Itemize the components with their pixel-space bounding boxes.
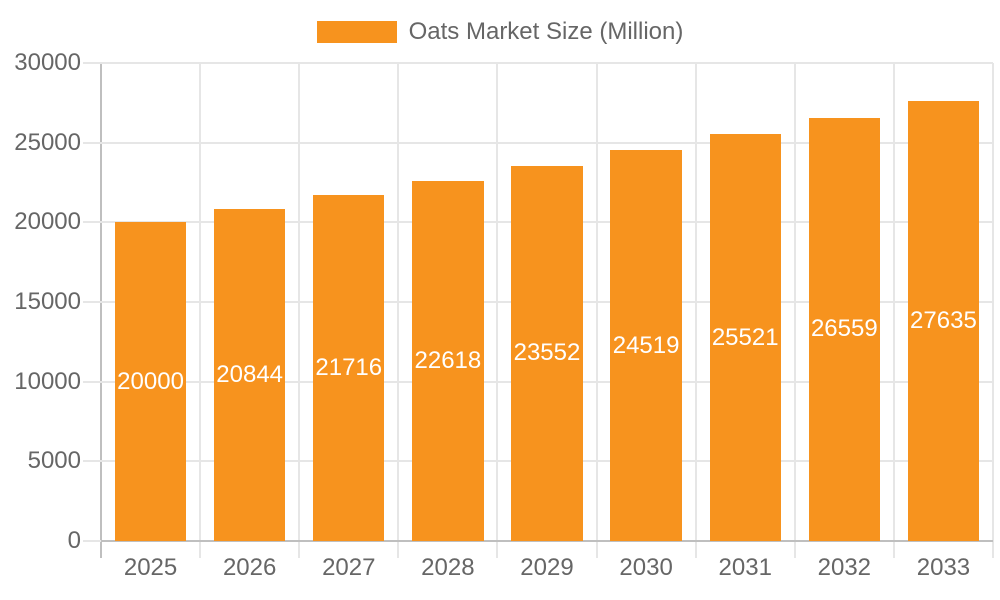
bar-value-label: 21716 <box>315 354 383 381</box>
x-tick-label: 2031 <box>718 554 772 581</box>
bar-2030[interactable]: 24519 <box>610 150 682 541</box>
gridline-horizontal <box>101 141 993 144</box>
y-tick-label: 20000 <box>14 208 81 236</box>
gridline-vertical <box>397 63 400 558</box>
x-tick-label: 2032 <box>817 554 872 581</box>
y-axis-labels: 0 5000 10000 15000 20000 25000 30000 <box>0 49 81 554</box>
y-tick-label: 10000 <box>14 367 81 395</box>
x-tick-label: 2033 <box>916 554 971 581</box>
x-tick-label: 2028 <box>421 554 475 581</box>
legend-swatch <box>316 21 397 43</box>
bar-value-label: 24519 <box>612 331 680 359</box>
gridline-vertical <box>298 63 301 558</box>
gridline-vertical <box>496 63 499 558</box>
x-tick-label: 2030 <box>619 554 673 581</box>
x-axis-labels: 2025 2026 2027 2028 2029 2030 2031 2032 2033 <box>101 554 993 584</box>
y-tick-mark <box>83 301 101 303</box>
gridline-vertical <box>199 63 202 558</box>
x-axis-baseline <box>101 540 993 542</box>
gridline-horizontal <box>101 62 993 64</box>
bar-value-label: 23552 <box>513 339 581 367</box>
bar-value-label: 22618 <box>414 346 482 374</box>
gridline-vertical <box>992 63 994 558</box>
bar-value-label: 27635 <box>910 306 977 334</box>
bar-value-label: 20000 <box>117 367 184 395</box>
y-tick-label: 15000 <box>14 288 81 315</box>
y-tick-mark <box>83 540 101 542</box>
y-tick-label: 5000 <box>27 447 81 475</box>
bar-2032[interactable]: 26559 <box>808 117 880 541</box>
legend[interactable]: Oats Market Size (Million) <box>0 18 1000 46</box>
bar-2025[interactable]: 20000 <box>114 222 187 541</box>
bar-2028[interactable]: 22618 <box>412 180 484 541</box>
bar-2029[interactable]: 23552 <box>511 165 583 541</box>
bar-value-label: 26559 <box>810 315 878 343</box>
bar-value-label: 20844 <box>216 360 284 388</box>
bar-2027[interactable]: 21716 <box>313 195 385 541</box>
gridline-vertical <box>793 63 796 558</box>
y-axis-line <box>100 63 102 558</box>
bar-value-label: 25521 <box>711 323 779 351</box>
y-tick-mark <box>83 460 101 463</box>
bar-2033[interactable]: 27635 <box>907 100 980 541</box>
x-tick-label: 2029 <box>520 554 574 581</box>
bar-2031[interactable]: 25521 <box>709 134 781 541</box>
x-tick-label: 2026 <box>222 554 277 581</box>
x-tick-label: 2027 <box>322 554 376 581</box>
bar-2026[interactable]: 20844 <box>213 208 286 541</box>
y-tick-mark <box>83 62 101 64</box>
y-tick-mark <box>83 380 101 383</box>
gridline-vertical <box>694 63 697 558</box>
plot-area: 20000 20844 21716 22618 23552 24519 25521 26559… <box>83 62 994 558</box>
y-tick-label: 30000 <box>14 49 81 76</box>
y-tick-label: 0 <box>67 527 81 554</box>
x-tick-label: 2025 <box>123 554 178 581</box>
gridline-vertical <box>892 63 895 558</box>
legend-label: Oats Market Size (Million) <box>408 18 684 45</box>
gridline-vertical <box>595 63 598 558</box>
y-tick-label: 25000 <box>14 128 81 156</box>
y-tick-mark <box>83 221 101 224</box>
y-tick-mark <box>83 141 101 144</box>
